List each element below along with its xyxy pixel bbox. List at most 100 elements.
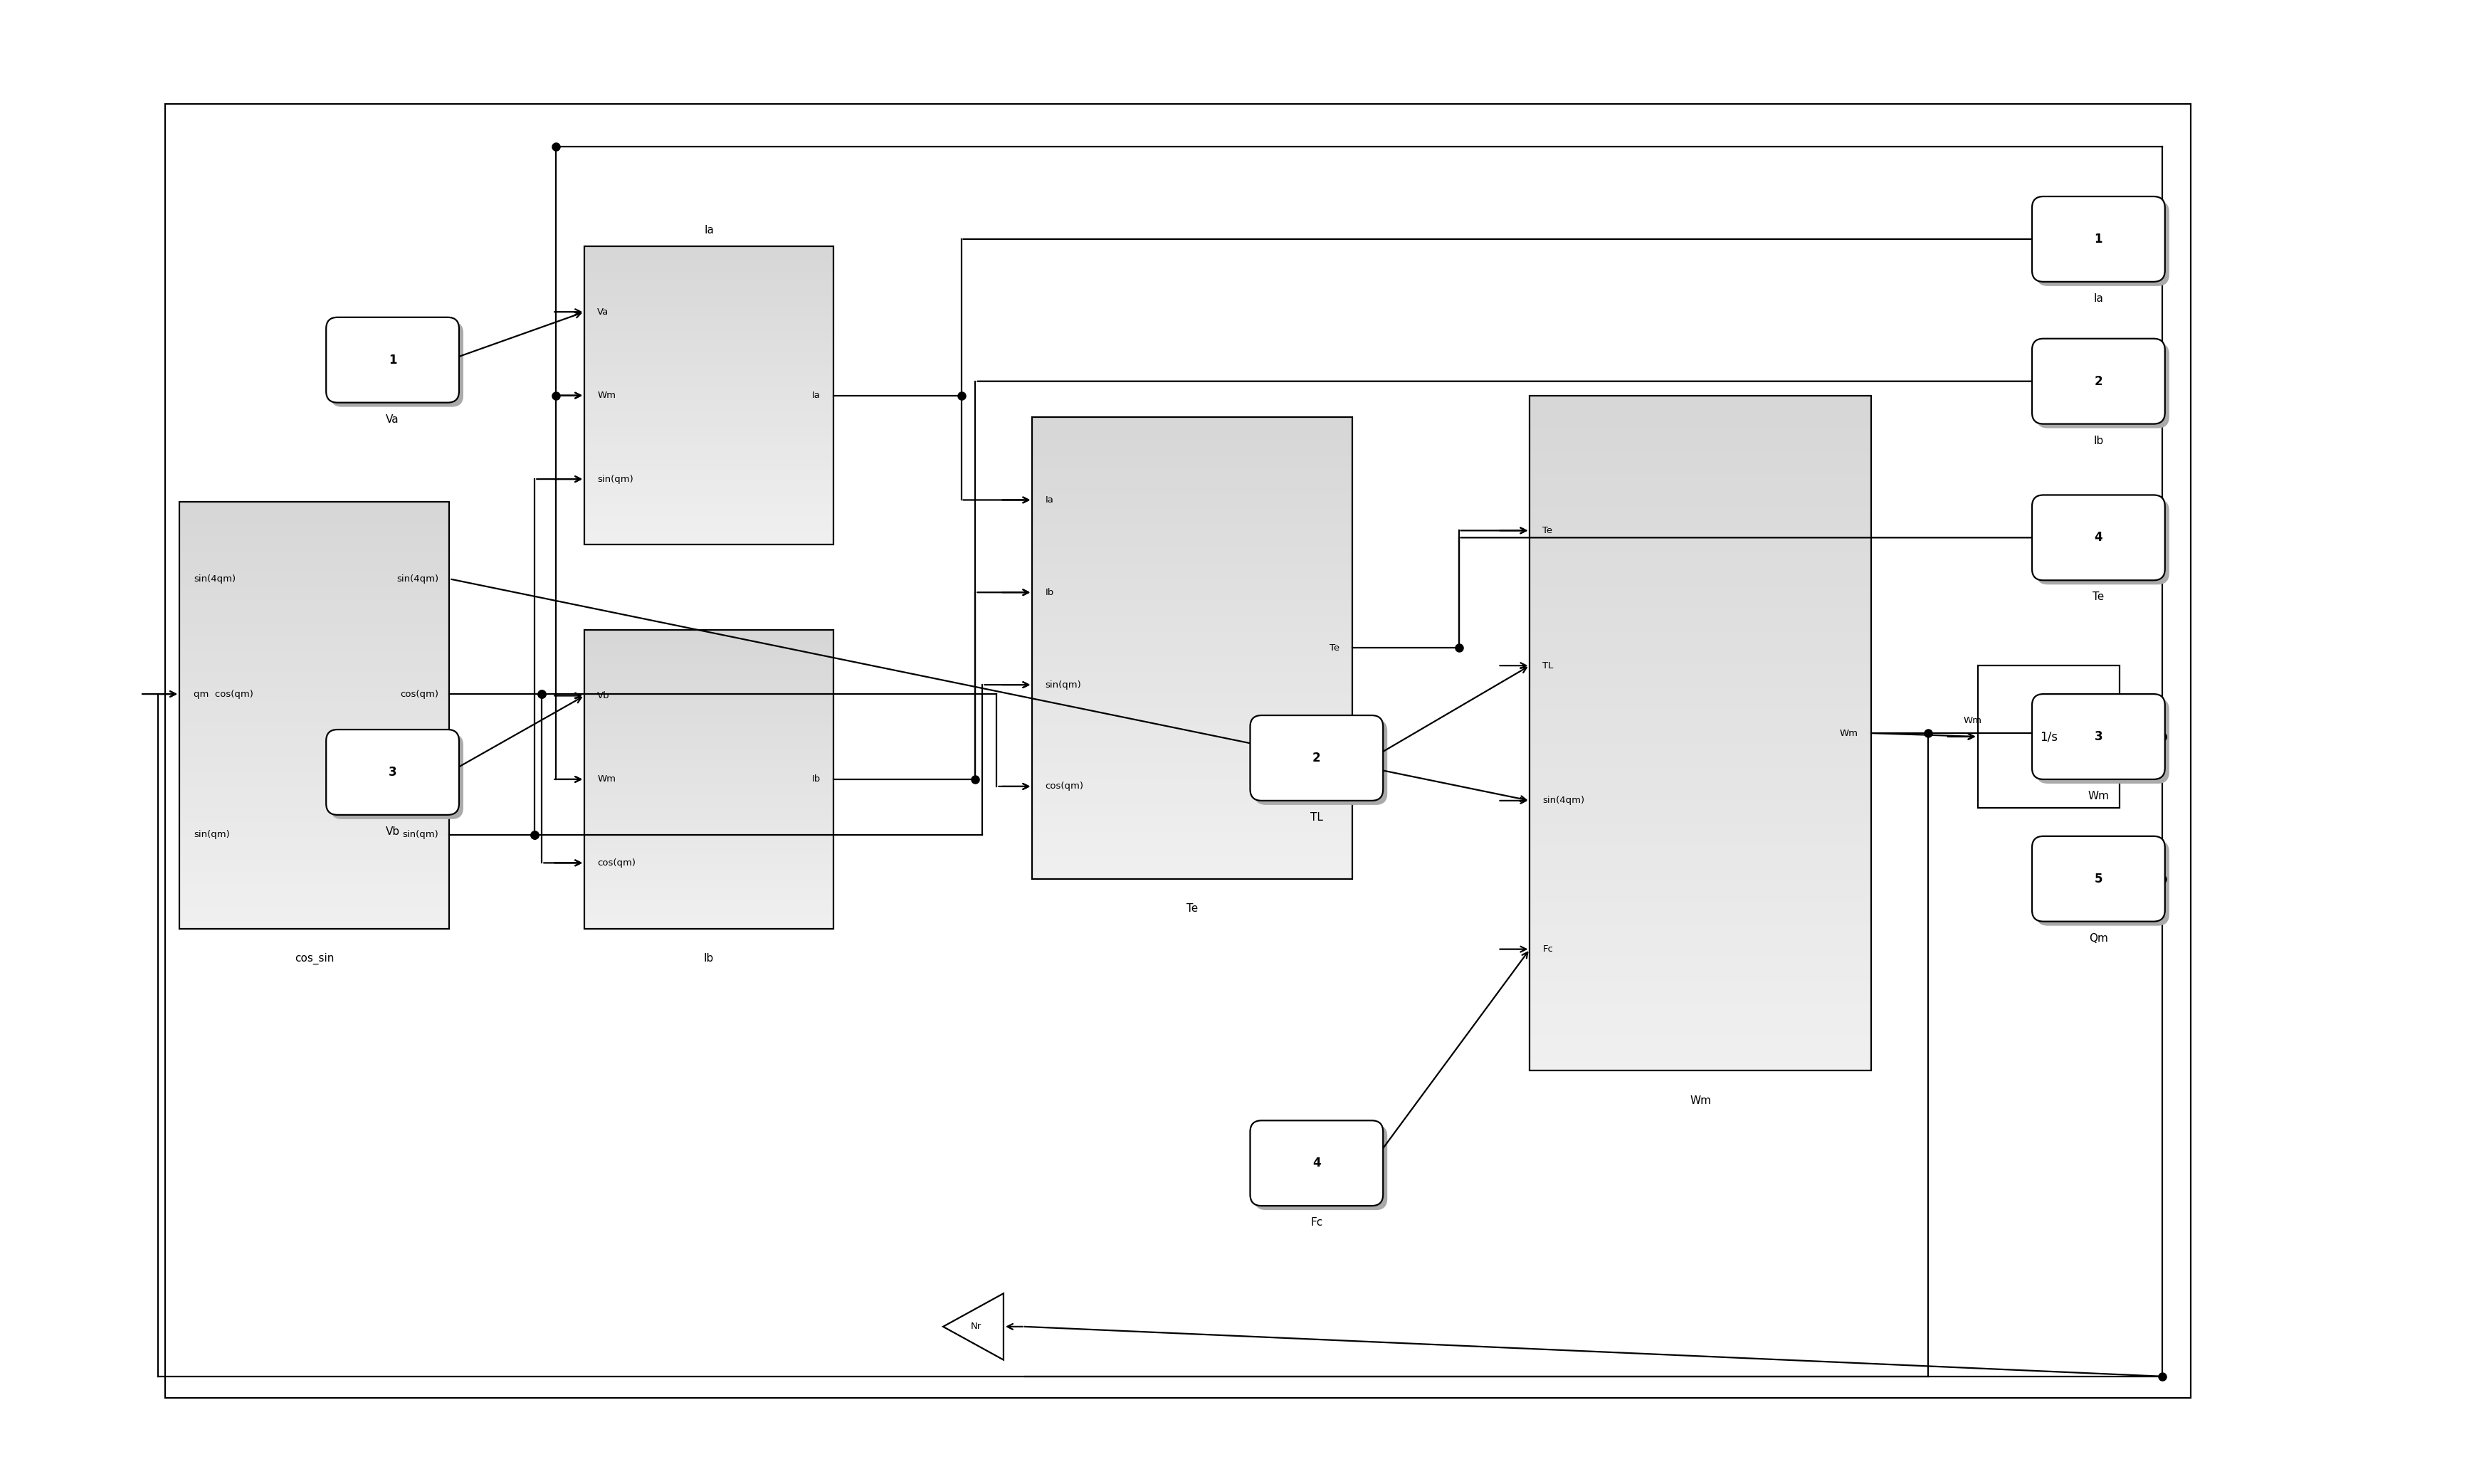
Bar	[1529, 767, 1870, 778]
Bar	[1032, 632, 1353, 640]
Bar	[178, 779, 450, 787]
Bar	[178, 743, 450, 751]
Bar	[1529, 868, 1870, 880]
Bar	[584, 631, 834, 635]
Bar	[178, 772, 450, 779]
Text: Te: Te	[2093, 592, 2105, 603]
Bar	[178, 751, 450, 758]
FancyBboxPatch shape	[2036, 343, 2170, 429]
Text: Wm: Wm	[1841, 729, 1858, 738]
Bar	[1529, 981, 1870, 991]
Bar	[1032, 755, 1353, 763]
Bar	[178, 807, 450, 815]
Bar	[584, 420, 834, 426]
Bar	[1529, 497, 1870, 508]
Bar	[1032, 463, 1353, 470]
Bar	[1529, 531, 1870, 542]
Bar	[1529, 902, 1870, 913]
Bar	[584, 899, 834, 904]
Text: cos(qm): cos(qm)	[1044, 782, 1084, 791]
Text: Ib: Ib	[1044, 588, 1054, 597]
Bar	[1529, 890, 1870, 902]
Bar	[178, 680, 450, 687]
Bar	[584, 646, 834, 650]
Text: Ib: Ib	[811, 775, 821, 784]
Bar	[584, 295, 834, 301]
Bar	[584, 919, 834, 923]
Bar	[584, 490, 834, 496]
Bar	[1032, 525, 1353, 533]
Bar	[1032, 562, 1353, 571]
Bar	[1032, 417, 1353, 879]
Text: Te: Te	[1329, 643, 1338, 653]
Bar	[584, 395, 834, 401]
Text: Vb: Vb	[596, 692, 609, 700]
Bar	[584, 445, 834, 450]
Bar	[1529, 475, 1870, 485]
Bar	[584, 416, 834, 420]
Bar	[1529, 789, 1870, 801]
Bar	[1529, 643, 1870, 654]
Bar	[178, 601, 450, 608]
Bar	[178, 666, 450, 672]
Bar	[178, 644, 450, 651]
Bar	[584, 739, 834, 745]
Bar	[1032, 833, 1353, 840]
Text: 3: 3	[2095, 730, 2103, 743]
Bar	[178, 787, 450, 794]
Bar	[1032, 555, 1353, 562]
Bar	[584, 346, 834, 350]
Bar	[584, 908, 834, 914]
Bar	[584, 301, 834, 306]
Text: 2: 2	[1314, 751, 1321, 764]
Text: Fc: Fc	[1311, 1217, 1324, 1227]
Bar	[1529, 441, 1870, 451]
Bar	[584, 435, 834, 441]
Bar	[1032, 702, 1353, 709]
Bar	[584, 534, 834, 540]
Text: cos(qm): cos(qm)	[596, 858, 636, 868]
Bar	[1032, 478, 1353, 487]
Bar	[178, 879, 450, 886]
Bar	[584, 868, 834, 874]
Bar	[1529, 880, 1870, 890]
Bar	[178, 651, 450, 659]
Bar	[584, 838, 834, 844]
Bar	[1032, 810, 1353, 818]
Bar	[584, 779, 834, 784]
Bar	[1529, 620, 1870, 632]
Bar	[584, 720, 834, 724]
Bar	[1032, 571, 1353, 579]
Bar	[584, 286, 834, 291]
FancyBboxPatch shape	[1249, 715, 1383, 801]
Bar	[584, 749, 834, 754]
Bar	[178, 794, 450, 801]
Bar	[584, 266, 834, 272]
Bar	[178, 914, 450, 922]
Text: Te: Te	[1544, 525, 1554, 536]
Bar	[178, 871, 450, 879]
Bar	[584, 505, 834, 510]
Bar	[1032, 741, 1353, 748]
Text: Fc: Fc	[1544, 945, 1554, 954]
FancyBboxPatch shape	[2036, 499, 2170, 585]
Bar	[1529, 554, 1870, 564]
FancyBboxPatch shape	[2031, 835, 2165, 922]
Bar	[1529, 519, 1870, 531]
Bar	[178, 672, 450, 680]
Bar	[1032, 787, 1353, 794]
Bar	[178, 637, 450, 644]
Bar	[1529, 610, 1870, 620]
Polygon shape	[943, 1294, 1004, 1359]
Bar	[1032, 610, 1353, 617]
Bar	[1529, 429, 1870, 441]
Bar	[584, 371, 834, 375]
Bar	[584, 789, 834, 794]
Text: 1: 1	[388, 353, 396, 367]
Bar	[1529, 542, 1870, 554]
Bar	[584, 893, 834, 899]
Bar	[584, 884, 834, 889]
Bar	[584, 730, 834, 735]
Bar	[584, 690, 834, 695]
Bar	[584, 809, 834, 815]
